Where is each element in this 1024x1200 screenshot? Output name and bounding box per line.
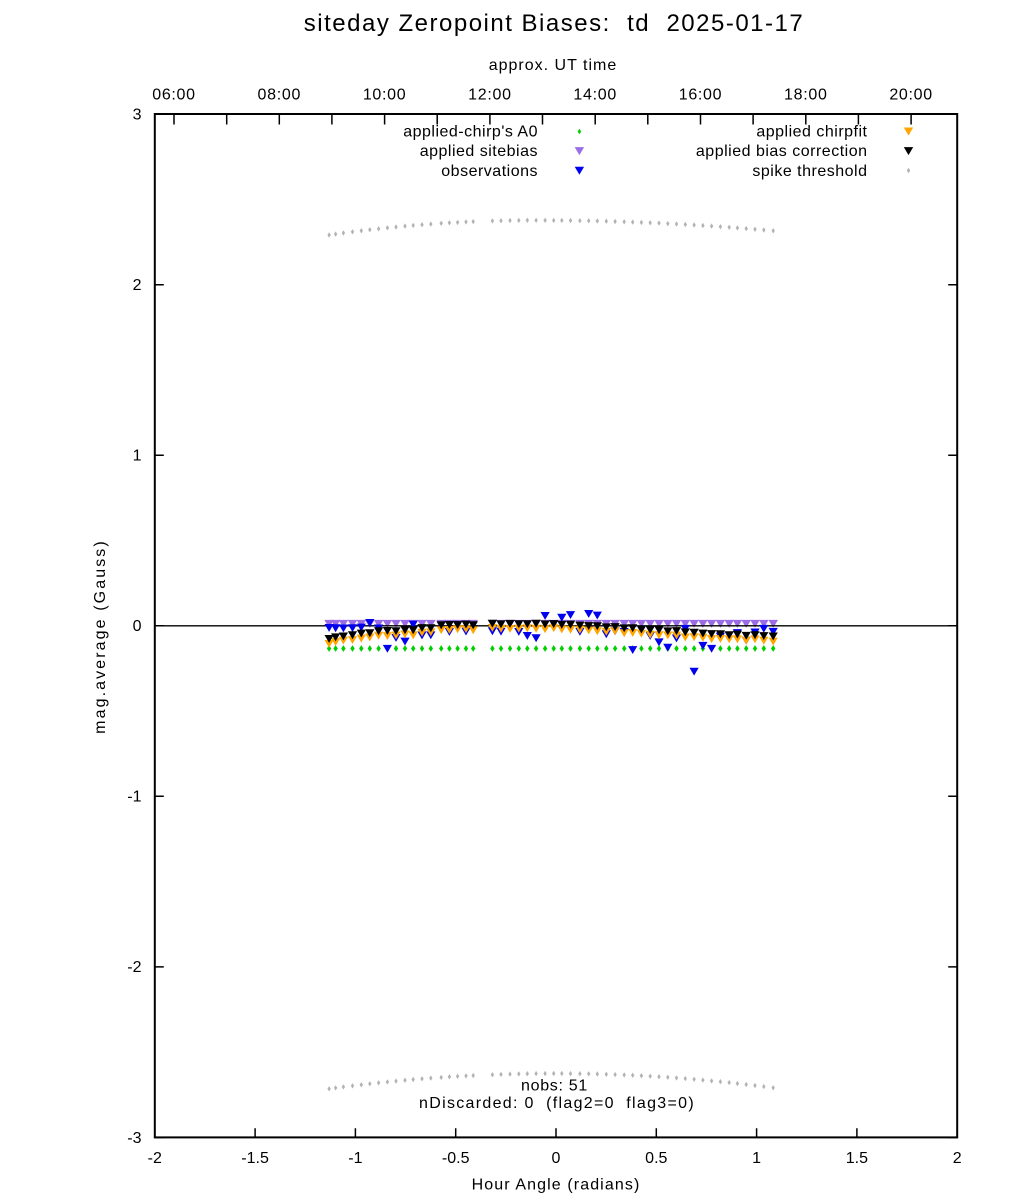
svg-text:2: 2 (953, 1150, 962, 1167)
svg-text:spike threshold: spike threshold (752, 163, 867, 180)
svg-text:0: 0 (552, 1150, 561, 1167)
svg-text:06:00: 06:00 (152, 87, 196, 104)
svg-text:observations: observations (441, 163, 538, 180)
svg-text:applied bias correction: applied bias correction (696, 143, 868, 160)
svg-text:1: 1 (752, 1150, 761, 1167)
svg-text:16:00: 16:00 (679, 87, 723, 104)
svg-text:applied chirpfit: applied chirpfit (756, 124, 867, 141)
svg-text:-0.5: -0.5 (442, 1150, 470, 1167)
svg-text:12:00: 12:00 (468, 87, 512, 104)
svg-text:2: 2 (133, 277, 142, 294)
svg-text:siteday Zeropoint Biases: td: siteday Zeropoint Biases: td 2025-01-17 (304, 10, 804, 37)
svg-text:-2: -2 (148, 1150, 162, 1167)
svg-text:-1: -1 (127, 789, 141, 806)
svg-text:nobs: 51: nobs: 51 (521, 1078, 588, 1095)
svg-text:20:00: 20:00 (889, 87, 933, 104)
svg-text:approx. UT time: approx. UT time (489, 57, 618, 74)
svg-text:08:00: 08:00 (258, 87, 302, 104)
svg-text:10:00: 10:00 (363, 87, 407, 104)
svg-text:18:00: 18:00 (784, 87, 828, 104)
svg-text:-1.5: -1.5 (241, 1150, 269, 1167)
svg-text:mag.average (Gauss): mag.average (Gauss) (92, 539, 109, 734)
svg-text:1: 1 (133, 448, 142, 465)
svg-text:0.5: 0.5 (645, 1150, 667, 1167)
svg-text:3: 3 (133, 106, 142, 123)
svg-text:14:00: 14:00 (573, 87, 617, 104)
svg-text:-1: -1 (348, 1150, 362, 1167)
svg-text:1.5: 1.5 (846, 1150, 868, 1167)
svg-text:Hour Angle (radians): Hour Angle (radians) (472, 1177, 641, 1194)
svg-text:nDiscarded: 0 (flag2=0 flag3: nDiscarded: 0 (flag2=0 flag3=0) (419, 1095, 695, 1112)
svg-text:-3: -3 (127, 1130, 141, 1147)
svg-text:-2: -2 (127, 959, 141, 976)
svg-text:applied sitebias: applied sitebias (420, 143, 538, 160)
svg-text:0: 0 (133, 618, 142, 635)
svg-text:applied-chirp's A0: applied-chirp's A0 (403, 124, 538, 141)
